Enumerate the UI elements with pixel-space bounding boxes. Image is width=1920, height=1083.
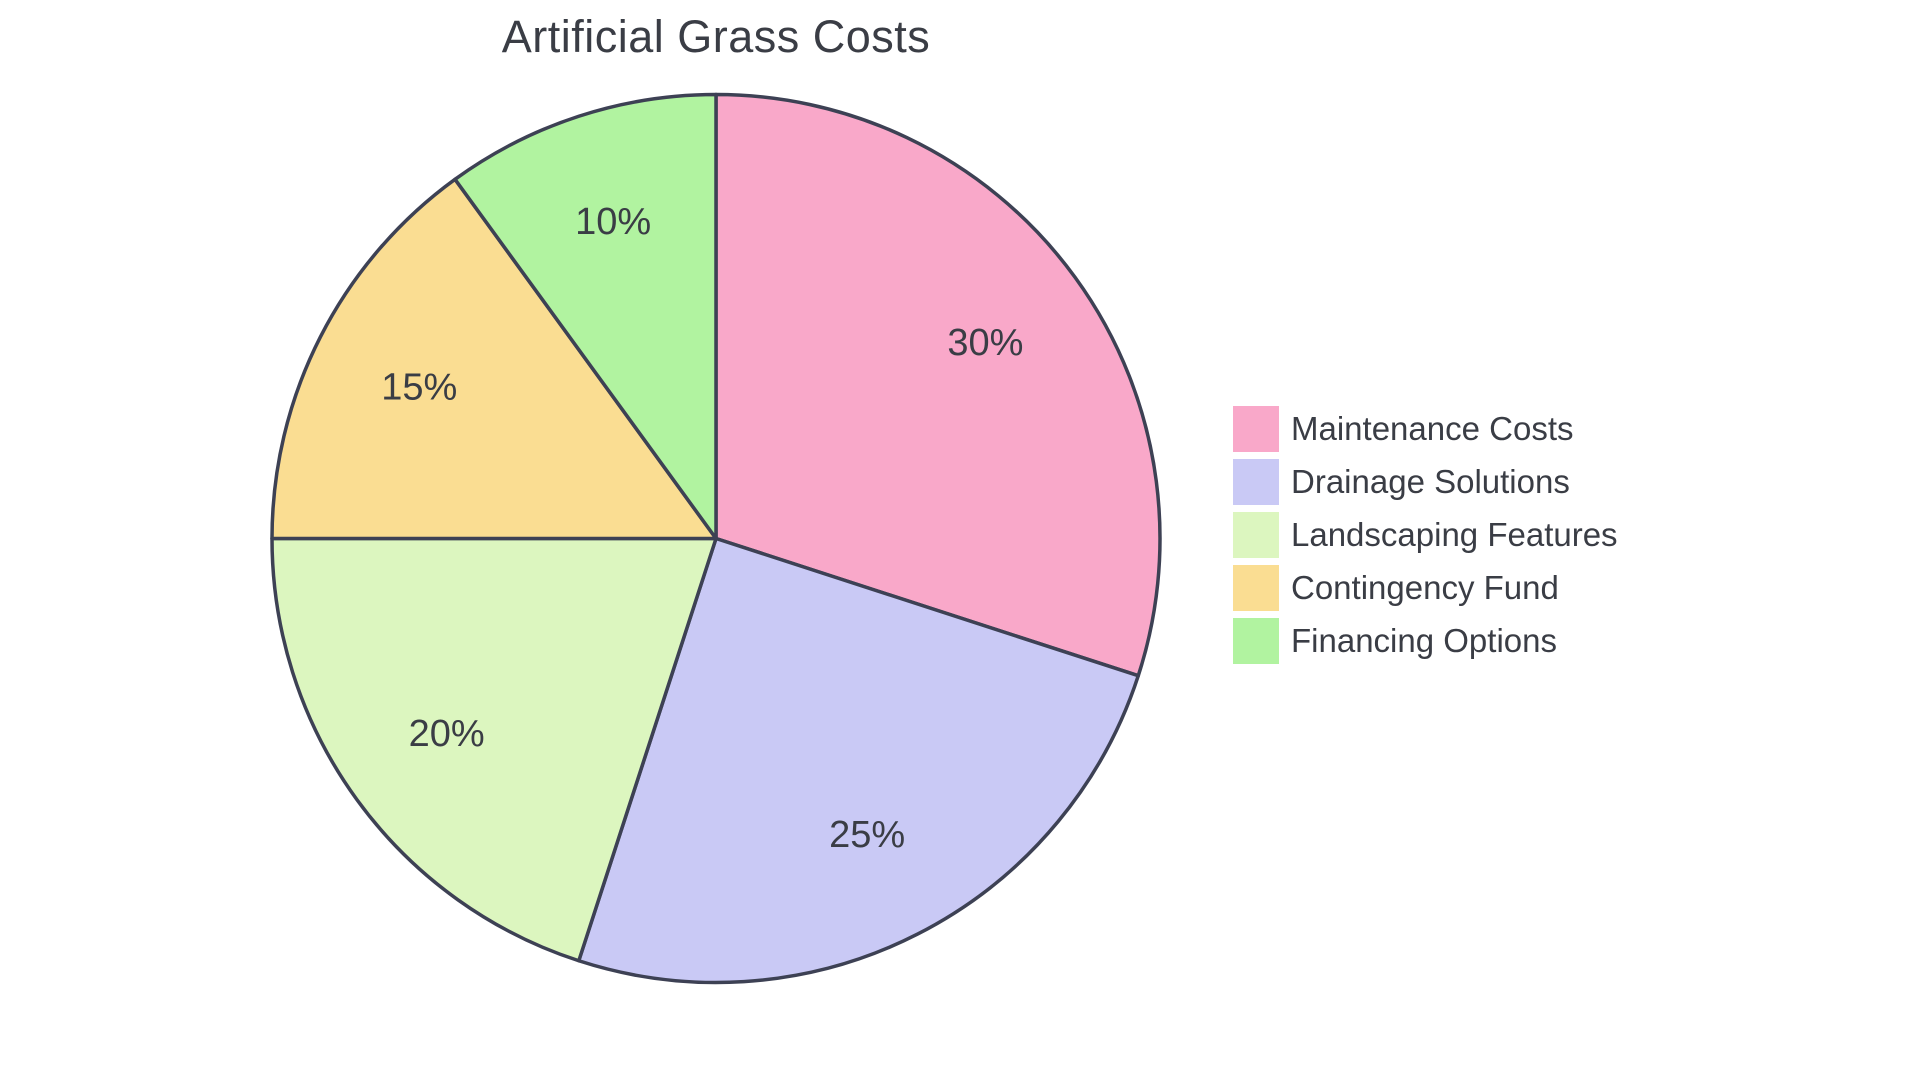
legend-label-landscaping-features: Landscaping Features: [1291, 516, 1618, 553]
legend-label-financing-options: Financing Options: [1291, 622, 1557, 659]
chart-legend: Maintenance Costs Drainage Solutions Lands…: [1233, 406, 1618, 671]
legend-swatch-landscaping-features: [1233, 512, 1279, 558]
legend-label-drainage-solutions: Drainage Solutions: [1291, 463, 1570, 500]
legend-label-maintenance-costs: Maintenance Costs: [1291, 410, 1574, 447]
legend-swatch-maintenance-costs: [1233, 406, 1279, 452]
legend-item-financing-options[interactable]: Financing Options: [1233, 618, 1618, 664]
pie-slice-landscaping-features[interactable]: [270, 536, 718, 963]
pie-slices: [270, 92, 1162, 985]
legend-item-contingency-fund[interactable]: Contingency Fund: [1233, 565, 1618, 611]
chart-title: Artificial Grass Costs: [502, 11, 931, 62]
pie-slice-contingency-fund[interactable]: [270, 177, 718, 541]
legend-item-maintenance-costs[interactable]: Maintenance Costs: [1233, 406, 1618, 452]
legend-swatch-contingency-fund: [1233, 565, 1279, 611]
legend-item-landscaping-features[interactable]: Landscaping Features: [1233, 512, 1618, 558]
pie-slice-maintenance-costs[interactable]: [714, 92, 1162, 678]
pie-slice-drainage-solutions[interactable]: [577, 536, 1141, 985]
pie-slice-financing-options[interactable]: [453, 92, 718, 541]
legend-swatch-financing-options: [1233, 618, 1279, 664]
legend-label-contingency-fund: Contingency Fund: [1291, 569, 1559, 606]
legend-swatch-drainage-solutions: [1233, 459, 1279, 505]
legend-item-drainage-solutions[interactable]: Drainage Solutions: [1233, 459, 1618, 505]
